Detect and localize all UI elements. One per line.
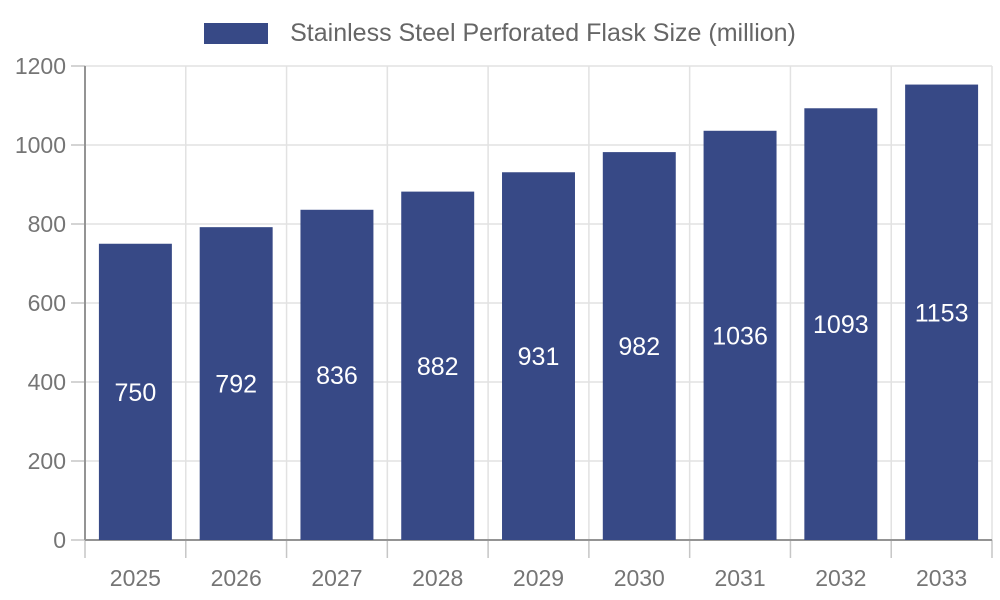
bar [199, 227, 273, 540]
x-tick-label: 2030 [614, 565, 665, 591]
y-tick-label: 800 [28, 211, 66, 237]
bar-value-label: 931 [518, 343, 560, 371]
bar [602, 152, 676, 541]
bar [401, 191, 475, 541]
x-tick-label: 2029 [513, 565, 564, 591]
y-tick-label: 600 [28, 290, 66, 316]
x-tick-label: 2031 [714, 565, 765, 591]
y-tick-label: 1200 [15, 53, 66, 79]
bar-value-label: 750 [115, 379, 157, 407]
x-tick-label: 2033 [916, 565, 967, 591]
x-tick-label: 2027 [311, 565, 362, 591]
bar-value-label: 1153 [915, 299, 969, 327]
bar-value-label: 792 [215, 371, 257, 399]
bar [703, 130, 777, 540]
bar [300, 209, 374, 540]
bar [804, 108, 878, 540]
bar [502, 172, 575, 540]
bar-value-label: 836 [316, 362, 358, 390]
y-tick-label: 0 [53, 527, 66, 553]
bar-value-label: 982 [618, 333, 660, 361]
bar-value-label: 882 [417, 353, 459, 381]
y-tick-label: 400 [28, 369, 66, 395]
bar [98, 243, 172, 540]
y-tick-label: 200 [28, 448, 66, 474]
x-tick-label: 2025 [110, 565, 161, 591]
bar-value-label: 1036 [712, 322, 768, 350]
x-tick-label: 2026 [211, 565, 262, 591]
y-tick-label: 1000 [15, 132, 66, 158]
x-tick-label: 2032 [815, 565, 866, 591]
bar-value-label: 1093 [813, 311, 869, 339]
bar [905, 84, 979, 540]
x-tick-label: 2028 [412, 565, 463, 591]
